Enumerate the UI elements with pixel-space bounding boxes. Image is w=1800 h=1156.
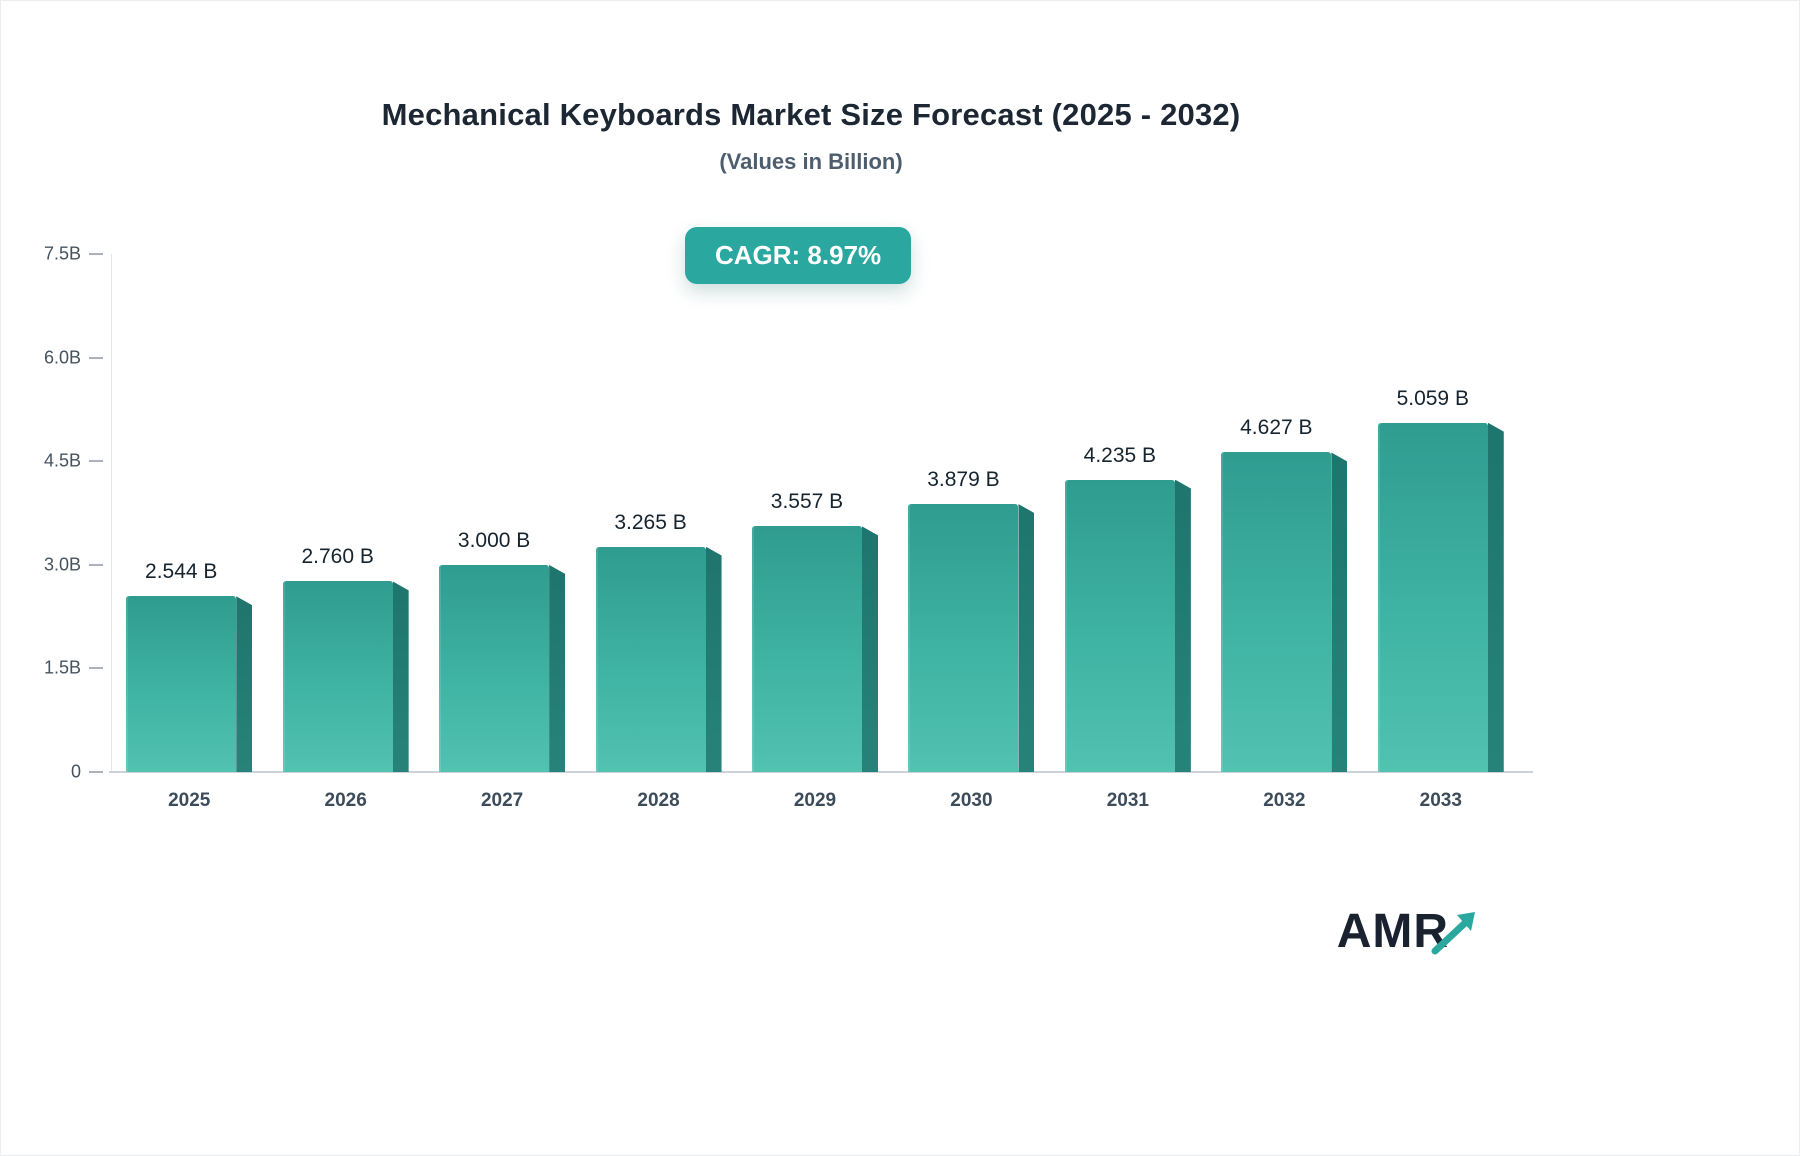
bar-front-face bbox=[1221, 452, 1332, 772]
y-axis-tick-mark bbox=[89, 460, 103, 463]
bar-side-face bbox=[236, 596, 253, 772]
bar-side-face bbox=[549, 564, 566, 772]
bar-2028: 3.265 B bbox=[595, 511, 722, 772]
bar-side-face bbox=[1018, 504, 1035, 772]
y-axis-tick-label: 0 bbox=[70, 761, 81, 782]
amr-logo-text: AMR bbox=[1336, 905, 1449, 958]
bar-value-label: 2.544 B bbox=[145, 560, 218, 584]
y-axis-tick-mark bbox=[89, 253, 103, 255]
bar-value-label: 3.265 B bbox=[614, 510, 687, 534]
bar-front-face bbox=[126, 596, 237, 772]
bar-2027: 3.000 B bbox=[439, 529, 566, 772]
bar-value-label: 3.000 B bbox=[457, 528, 531, 552]
y-axis-tick-mark bbox=[89, 563, 103, 566]
bar-2029: 3.557 B bbox=[752, 490, 878, 772]
y-axis-tick-label: 6.0B bbox=[43, 347, 81, 368]
x-axis-label: 2032 bbox=[1263, 790, 1306, 811]
x-axis-label: 2031 bbox=[1106, 790, 1150, 811]
bar-side-face bbox=[1174, 479, 1191, 772]
chart-subtitle: (Values in Billion) bbox=[719, 149, 903, 174]
bar-2031: 4.235 B bbox=[1064, 444, 1191, 772]
x-axis-baseline bbox=[109, 771, 1533, 773]
bar-value-label: 2.760 B bbox=[301, 545, 374, 569]
plot-area: 0 1.5B 3.0B 4.5B 6.0B 7.5B 2.544 B 2025 2.760 B 2… bbox=[44, 244, 1533, 811]
bar-2026: 2.760 B bbox=[282, 545, 409, 772]
growth-arrow-icon bbox=[1431, 909, 1477, 955]
bar-front-face bbox=[595, 546, 706, 772]
bar-front-face bbox=[439, 564, 550, 772]
y-axis-tick-label: 7.5B bbox=[43, 243, 81, 264]
y-axis-tick-mark bbox=[89, 356, 103, 359]
bar-2025: 2.544 B bbox=[126, 560, 253, 772]
bar-front-face bbox=[752, 526, 862, 772]
x-axis-label: 2029 bbox=[793, 790, 837, 811]
bar-value-label: 3.557 B bbox=[770, 490, 844, 514]
x-axis-label: 2027 bbox=[480, 790, 524, 811]
bar-2030: 3.879 B bbox=[908, 468, 1035, 772]
bar-2033: 5.059 B bbox=[1377, 387, 1504, 772]
y-axis-tick-mark bbox=[89, 667, 103, 670]
bar-front-face bbox=[908, 504, 1019, 772]
x-axis-label: 2028 bbox=[637, 790, 680, 811]
y-axis-tick-label: 3.0B bbox=[43, 554, 81, 575]
bar-2032: 4.627 B bbox=[1221, 416, 1348, 772]
bar-side-face bbox=[705, 546, 722, 772]
bar-side-face bbox=[1487, 422, 1504, 772]
x-axis-label: 2025 bbox=[168, 790, 211, 811]
bar-side-face bbox=[1331, 452, 1348, 772]
y-axis-tick-label: 4.5B bbox=[43, 450, 81, 471]
y-axis-tick-mark bbox=[89, 771, 103, 773]
x-axis-label: 2033 bbox=[1419, 790, 1462, 811]
cagr-badge: CAGR: 8.97% bbox=[685, 227, 912, 284]
bar-front-face bbox=[1377, 422, 1488, 772]
x-axis-label: 2026 bbox=[324, 790, 367, 811]
bar-front-face bbox=[282, 581, 393, 772]
bar-value-label: 4.627 B bbox=[1240, 416, 1313, 440]
bar-front-face bbox=[1064, 479, 1175, 772]
x-axis-label: 2030 bbox=[950, 790, 993, 811]
bar-side-face bbox=[862, 526, 878, 772]
bar-value-label: 4.235 B bbox=[1083, 443, 1157, 467]
bar-side-face bbox=[392, 581, 409, 772]
bar-value-label: 3.879 B bbox=[927, 468, 1000, 492]
bar-value-label: 5.059 B bbox=[1396, 386, 1469, 410]
y-axis-line bbox=[111, 254, 112, 772]
amr-logo: AMR bbox=[1337, 904, 1477, 959]
chart-title: Mechanical Keyboards Market Size Forecas… bbox=[381, 97, 1241, 132]
y-axis-tick-label: 1.5B bbox=[43, 657, 81, 678]
